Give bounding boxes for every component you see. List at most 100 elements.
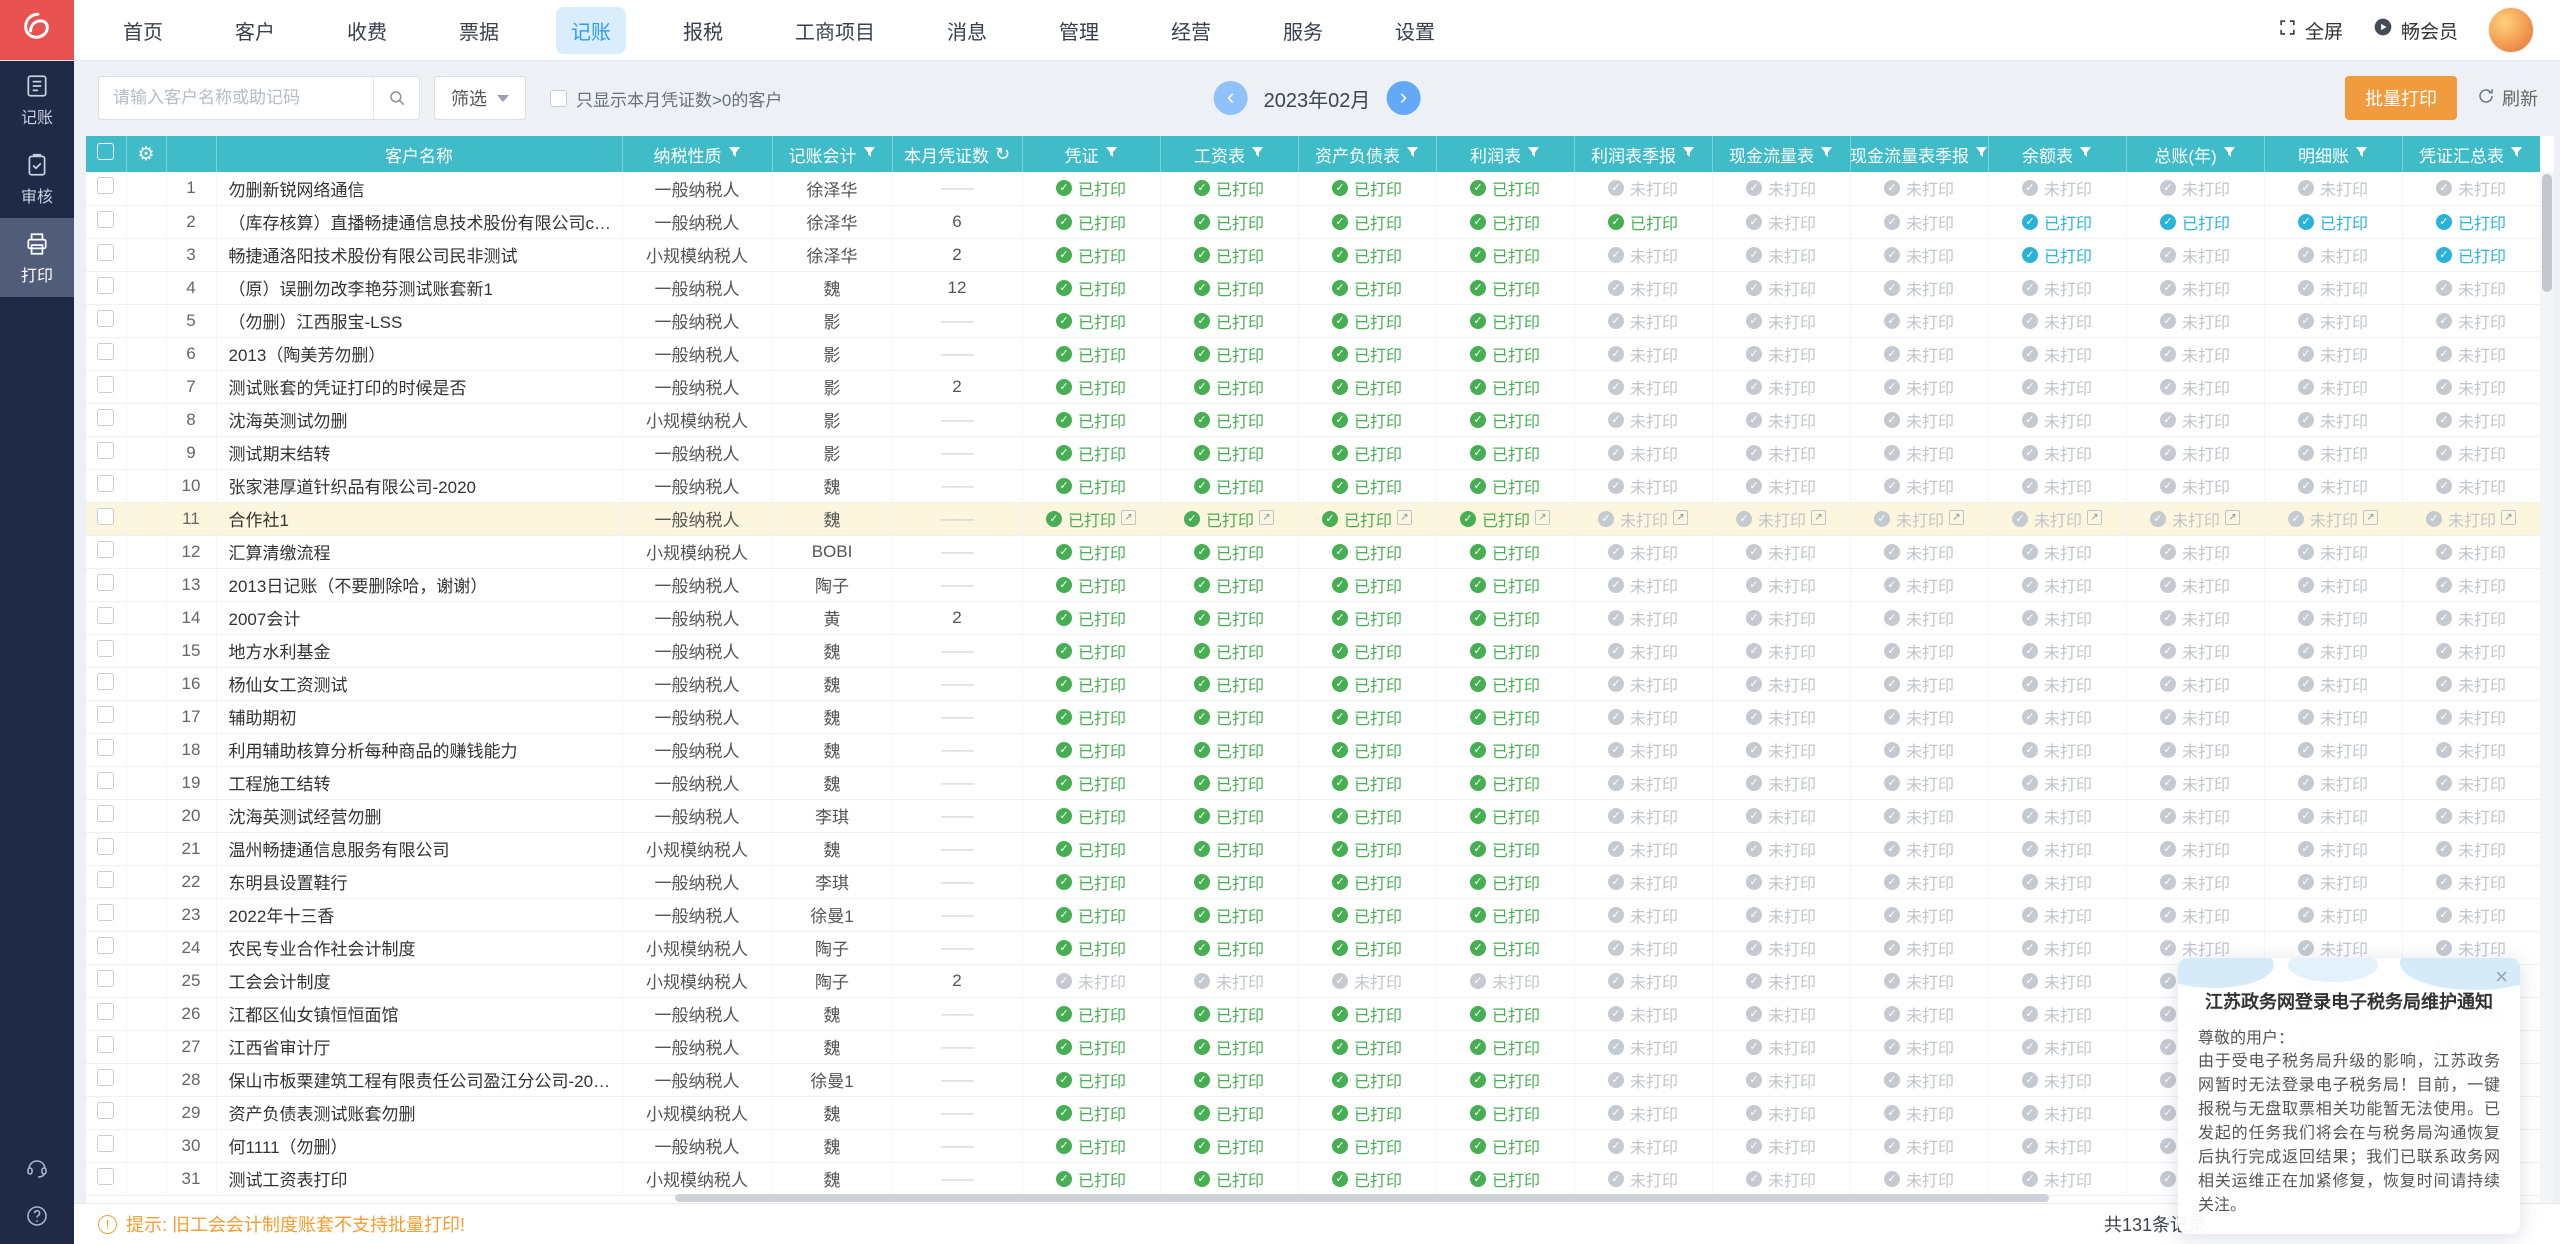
customer-name[interactable]: 勿删新锐网络通信	[228, 180, 365, 200]
row-checkbox[interactable]	[97, 507, 115, 525]
customer-name[interactable]: 测试工资表打印	[228, 1171, 348, 1190]
table-row[interactable]: 8 沈海英测试勿删 小规模纳税人影 —— ✓ 已打印 ✓ 已打印 ✓ 已打印 ✓ 已打印 ✓ 未打印 ✓ 未打…	[86, 403, 2541, 437]
customer-name[interactable]: 沈海英测试勿删	[228, 412, 348, 431]
nav-item-设置[interactable]: 设置	[1395, 21, 1435, 44]
row-checkbox[interactable]	[97, 1035, 115, 1053]
open-report-icon[interactable]: ↗	[1535, 509, 1550, 525]
nav-item-工商项目[interactable]: 工商项目	[795, 21, 875, 44]
nav-item-报税[interactable]: 报税	[683, 21, 723, 44]
table-row[interactable]: 14 2007会计 一般纳税人黄 2 ✓ 已打印 ✓ 已打印 ✓ 已打印 ✓ 已打印 ✓ 未打印 ✓ 未打印 ✓…	[86, 601, 2541, 635]
row-checkbox[interactable]	[97, 804, 115, 822]
row-checkbox[interactable]	[97, 408, 115, 426]
row-checkbox[interactable]	[97, 474, 115, 492]
table-row[interactable]: 29 资产负债表测试账套勿删 小规模纳税人魏 —— ✓ 已打印 ✓ 已打印 ✓ 已打印 ✓ 已打印 ✓ 未…	[86, 1096, 2541, 1130]
row-checkbox[interactable]	[97, 210, 115, 228]
row-checkbox[interactable]	[97, 969, 115, 987]
table-row[interactable]: 18 利用辅助核算分析每种商品的赚钱能力 一般纳税人魏 —— ✓ 已打印 ✓ 已打印 ✓ 已打印 ✓…	[86, 733, 2541, 767]
prev-month-button[interactable]: ‹	[1213, 81, 1248, 115]
table-row[interactable]: 30 何1111（勿删） 一般纳税人魏 —— ✓ 已打印 ✓ 已打印 ✓ 已打印 ✓ 已打印 ✓ 未打印 ✓…	[86, 1129, 2541, 1163]
table-row[interactable]: 21 温州畅捷通信息服务有限公司 小规模纳税人魏 —— ✓ 已打印 ✓ 已打印 ✓ 已打印 ✓ 已打印…	[86, 832, 2541, 866]
table-row[interactable]: 23 2022年十三香 一般纳税人 徐曼1 —— ✓ 已打印 ✓ 已打印 ✓ 已打印 ✓ 已打印 ✓ 未打印…	[86, 898, 2541, 932]
customer-name[interactable]: 测试期末结转	[228, 445, 331, 464]
support-icon[interactable]	[25, 1156, 49, 1180]
customer-name[interactable]: 何1111（勿删）	[228, 1138, 348, 1157]
search-icon[interactable]	[373, 77, 419, 119]
nav-item-客户[interactable]: 客户	[235, 21, 275, 44]
nav-item-消息[interactable]: 消息	[947, 21, 987, 44]
row-checkbox[interactable]	[97, 540, 115, 558]
batch-print-button[interactable]: 批量打印	[2345, 76, 2457, 120]
customer-name[interactable]: 利用辅助核算分析每种商品的赚钱能力	[228, 742, 518, 761]
select-all-checkbox[interactable]	[97, 143, 115, 160]
customer-name[interactable]: 汇算清缴流程	[228, 544, 331, 563]
filter-funnel-icon[interactable]	[1820, 144, 1833, 164]
customer-name[interactable]: 辅助期初	[228, 709, 297, 728]
open-report-icon[interactable]: ↗	[1811, 509, 1826, 525]
customer-name[interactable]: 农民专业合作社会计制度	[228, 940, 416, 959]
row-checkbox[interactable]	[97, 375, 115, 393]
table-row[interactable]: 4 （原）误删勿改李艳芬测试账套新1 一般纳税人魏 12 ✓ 已打印 ✓ 已打印 ✓ 已打印 ✓ 已打…	[86, 271, 2541, 305]
row-checkbox[interactable]	[97, 1134, 115, 1152]
filter-funnel-icon[interactable]	[863, 144, 876, 164]
sidebar-item-记账[interactable]: 记账	[0, 60, 74, 139]
row-checkbox[interactable]	[97, 1068, 115, 1086]
filter-funnel-icon[interactable]	[2079, 144, 2092, 164]
row-checkbox[interactable]	[97, 771, 115, 789]
open-report-icon[interactable]: ↗	[1259, 509, 1274, 525]
customer-name[interactable]: 工程施工结转	[228, 775, 331, 794]
open-report-icon[interactable]: ↗	[1397, 509, 1412, 525]
filter-button[interactable]: 筛选	[434, 76, 526, 120]
row-checkbox[interactable]	[97, 573, 115, 591]
voucher-filter-checkbox-wrap[interactable]: 只显示本月凭证数>0的客户	[550, 86, 782, 111]
open-report-icon[interactable]: ↗	[2363, 509, 2378, 525]
table-row[interactable]: 7 测试账套的凭证打印的时候是否 一般纳税人影 2 ✓ 已打印 ✓ 已打印 ✓ 已打印 ✓ 已打印 ✓ 未…	[86, 370, 2541, 404]
row-checkbox[interactable]	[97, 705, 115, 723]
customer-name[interactable]: 地方水利基金	[228, 643, 331, 662]
customer-name[interactable]: （原）误删勿改李艳芬测试账套新1	[228, 280, 493, 299]
refresh-count-icon[interactable]: ↻	[994, 143, 1011, 164]
nav-item-记账[interactable]: 记账	[556, 6, 626, 54]
customer-name[interactable]: 张家港厚道针织品有限公司-2020	[228, 478, 476, 497]
row-checkbox[interactable]	[97, 177, 115, 195]
avatar[interactable]	[2488, 7, 2534, 53]
customer-name[interactable]: 杨仙女工资测试	[228, 676, 348, 695]
customer-name[interactable]: 2022年十三香	[228, 907, 335, 926]
table-row[interactable]: 1 勿删新锐网络通信 一般纳税人 徐泽华 —— ✓ 已打印 ✓ 已打印 ✓ 已打印 ✓ 已打印 ✓ 未打印 ✓…	[86, 172, 2541, 206]
nav-item-管理[interactable]: 管理	[1059, 21, 1099, 44]
customer-name[interactable]: 2007会计	[228, 610, 301, 629]
customer-name[interactable]: 江西省审计厅	[228, 1039, 331, 1058]
row-checkbox[interactable]	[97, 1002, 115, 1020]
table-row[interactable]: 28 保山市板栗建筑工程有限责任公司盈江分公司-2020(20220614...一…	[86, 1063, 2541, 1097]
row-checkbox[interactable]	[97, 1167, 115, 1185]
table-row[interactable]: 20 沈海英测试经营勿删 一般纳税人 李琪 —— ✓ 已打印 ✓ 已打印 ✓ 已打印 ✓ 已打印 ✓ 未打印…	[86, 799, 2541, 833]
table-row[interactable]: 6 2013（陶美芳勿删） 一般纳税人影 —— ✓ 已打印 ✓ 已打印 ✓ 已打印 ✓ 已打印 ✓ 未打印…	[86, 337, 2541, 371]
row-checkbox[interactable]	[97, 309, 115, 327]
table-row[interactable]: 16 杨仙女工资测试 一般纳税人魏 —— ✓ 已打印 ✓ 已打印 ✓ 已打印 ✓ 已打印 ✓ 未打印 ✓ 未打…	[86, 667, 2541, 701]
customer-name[interactable]: 江都区仙女镇恒恒面馆	[228, 1006, 399, 1025]
nav-item-经营[interactable]: 经营	[1171, 21, 1211, 44]
horizontal-scrollbar-thumb[interactable]	[674, 1194, 2050, 1202]
table-row[interactable]: 19 工程施工结转 一般纳税人魏 —— ✓ 已打印 ✓ 已打印 ✓ 已打印 ✓ 已打印 ✓ 未打印 ✓ 未打印…	[86, 766, 2541, 800]
row-checkbox[interactable]	[97, 738, 115, 756]
nav-item-收费[interactable]: 收费	[347, 21, 387, 44]
open-report-icon[interactable]: ↗	[2087, 509, 2102, 525]
open-report-icon[interactable]: ↗	[2501, 509, 2516, 525]
customer-name[interactable]: 测试账套的凭证打印的时候是否	[228, 379, 467, 398]
filter-funnel-icon[interactable]	[1975, 144, 1988, 164]
nav-item-服务[interactable]: 服务	[1283, 21, 1323, 44]
nav-item-首页[interactable]: 首页	[123, 21, 163, 44]
open-report-icon[interactable]: ↗	[2225, 509, 2240, 525]
table-row[interactable]: 3 畅捷通洛阳技术股份有限公司民非测试 小规模纳税人 徐泽华 2 ✓ 已打印 ✓ 已打印 ✓ 已打印…	[86, 238, 2541, 272]
customer-name[interactable]: 畅捷通洛阳技术股份有限公司民非测试	[228, 247, 518, 266]
row-checkbox[interactable]	[97, 342, 115, 360]
filter-funnel-icon[interactable]	[1406, 144, 1419, 164]
customer-name[interactable]: 资产负债表测试账套勿删	[228, 1105, 416, 1124]
row-checkbox[interactable]	[97, 276, 115, 294]
member-button[interactable]: 畅会员	[2373, 17, 2458, 44]
table-row[interactable]: 25 工会会计制度 小规模纳税人 陶子 2 ✓ 未打印 ✓ 未打印 ✓ 未打印 ✓ 未打印 ✓ 未打印 ✓ 未打…	[86, 964, 2541, 998]
row-checkbox[interactable]	[97, 639, 115, 657]
filter-funnel-icon[interactable]	[1682, 144, 1695, 164]
fullscreen-button[interactable]: 全屏	[2278, 17, 2343, 44]
row-checkbox[interactable]	[97, 903, 115, 921]
open-report-icon[interactable]: ↗	[1673, 509, 1688, 525]
